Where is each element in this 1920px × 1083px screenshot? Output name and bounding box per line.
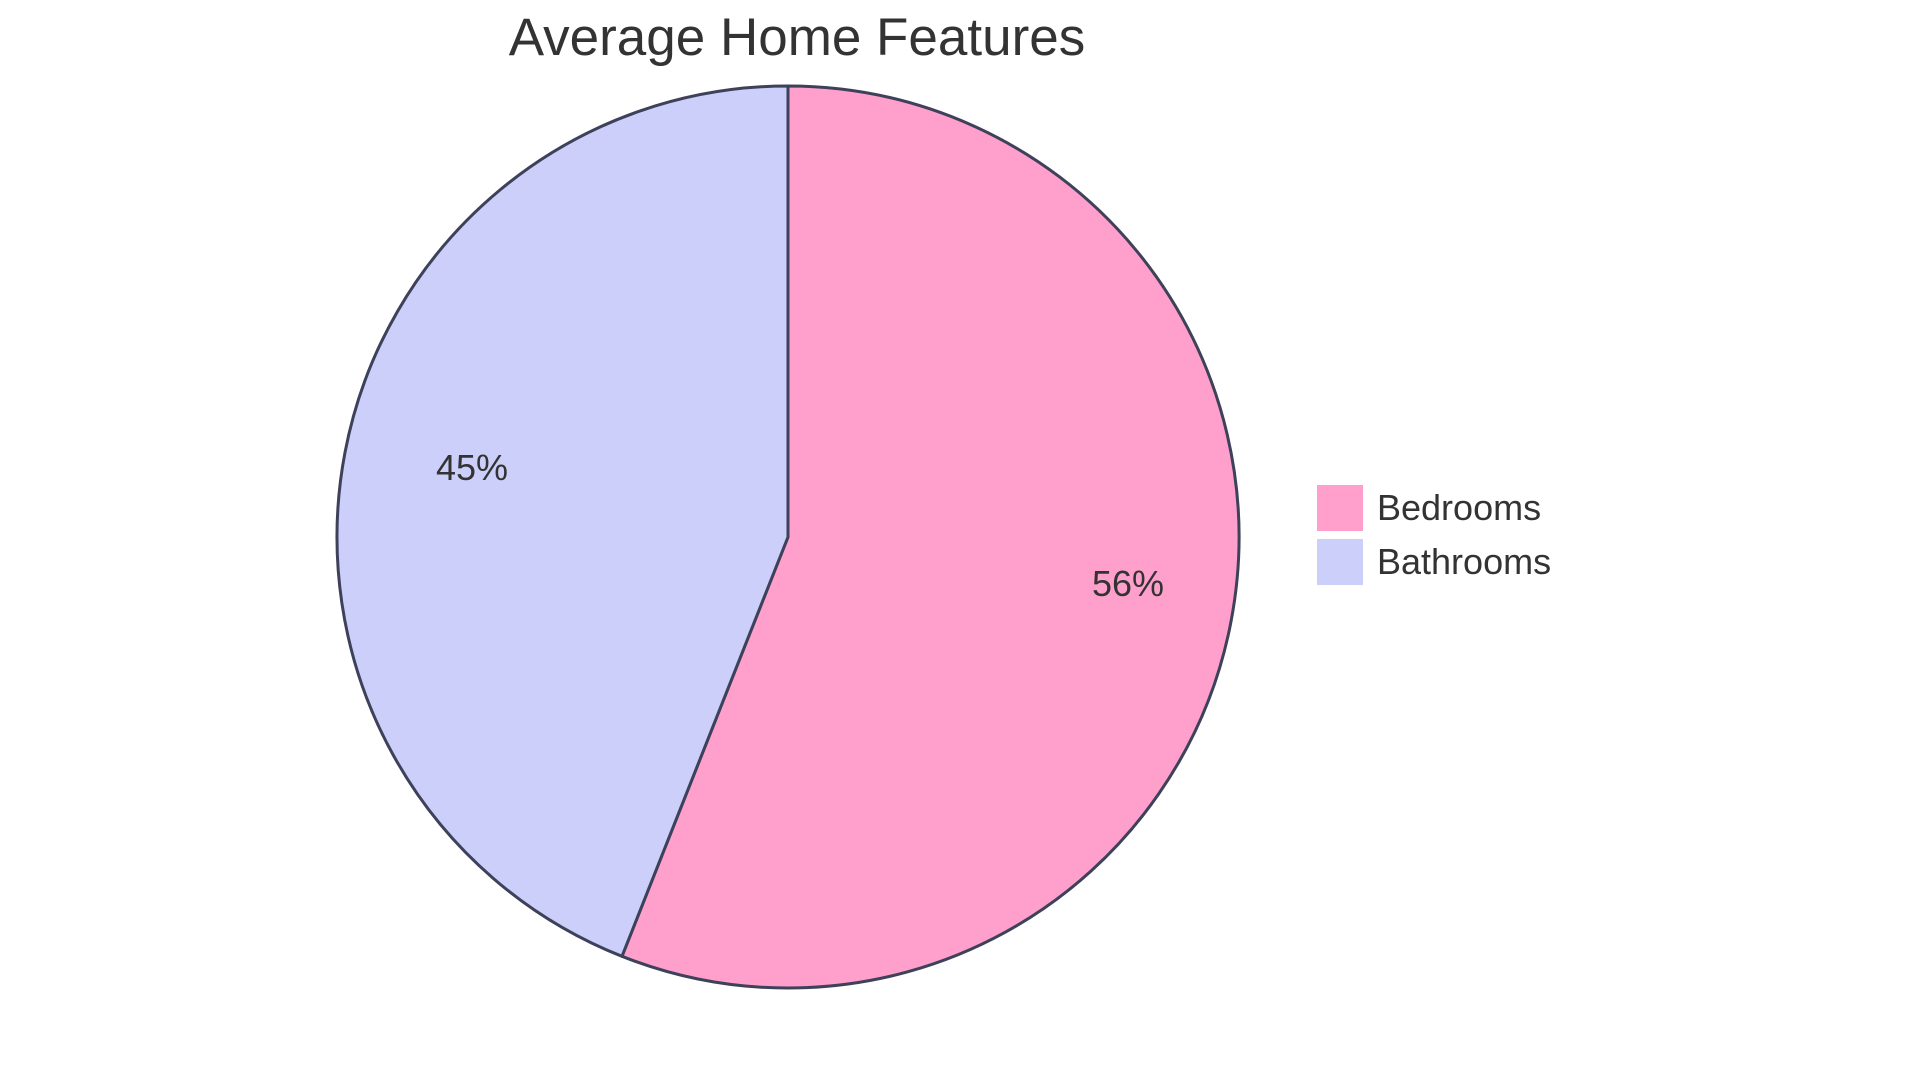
svg-text:45%: 45% [436,447,508,488]
svg-text:56%: 56% [1092,563,1164,604]
